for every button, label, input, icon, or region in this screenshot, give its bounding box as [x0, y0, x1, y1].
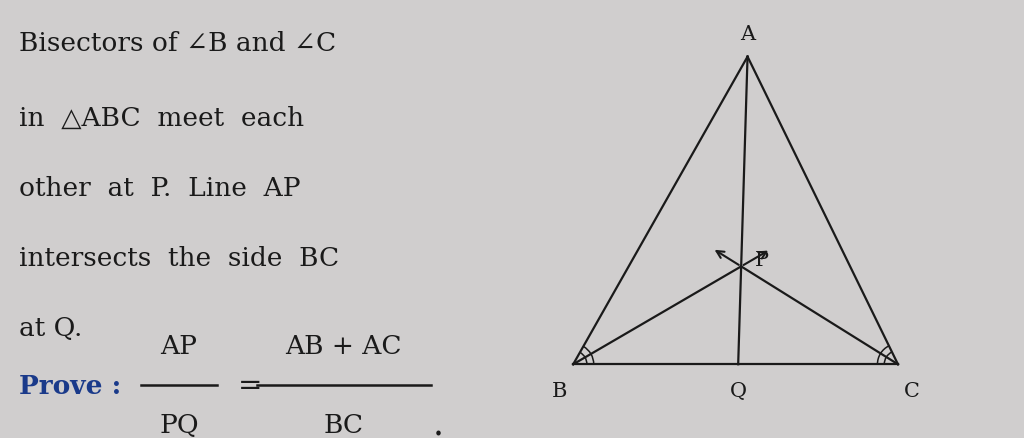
Text: C: C: [904, 381, 920, 400]
Text: PQ: PQ: [159, 413, 199, 437]
Text: at Q.: at Q.: [18, 315, 82, 340]
Text: Q: Q: [730, 381, 746, 400]
Text: BC: BC: [324, 413, 364, 437]
Text: .: .: [432, 408, 443, 438]
Text: other  at  P.  Line  AP: other at P. Line AP: [18, 175, 300, 200]
Text: Prove :: Prove :: [18, 373, 130, 398]
Text: in  △ABC  meet  each: in △ABC meet each: [18, 105, 304, 130]
Text: P: P: [755, 251, 769, 269]
Text: Bisectors of ∠B and ∠C: Bisectors of ∠B and ∠C: [18, 31, 336, 56]
Text: intersects  the  side  BC: intersects the side BC: [18, 245, 339, 270]
Text: =: =: [238, 371, 262, 399]
Text: AP: AP: [161, 334, 198, 358]
Text: A: A: [740, 25, 755, 44]
Text: B: B: [552, 381, 567, 400]
Text: AB + AC: AB + AC: [286, 334, 402, 358]
